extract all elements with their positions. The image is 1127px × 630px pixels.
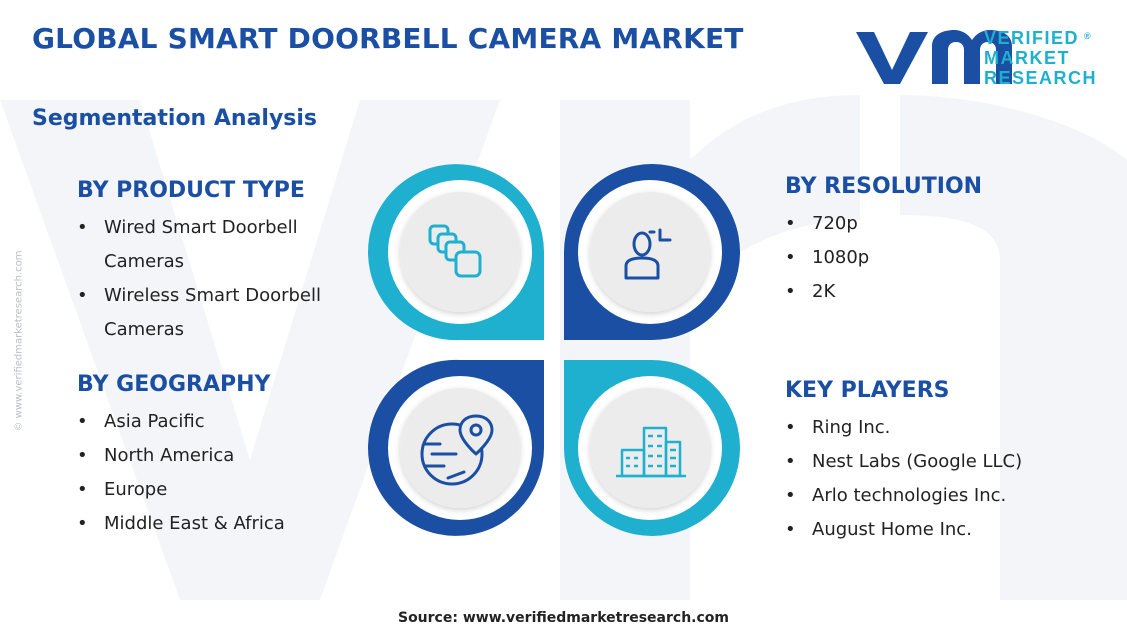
- segment-key-players: KEY PLAYERS Ring Inc. Nest Labs (Google …: [785, 378, 1105, 547]
- quadrant-top-right: [564, 164, 740, 341]
- segment-heading: BY RESOLUTION: [785, 174, 983, 199]
- segment-heading: BY PRODUCT TYPE: [77, 178, 305, 203]
- quadrant-bottom-left: [368, 359, 544, 536]
- page-title: GLOBAL SMART DOORBELL CAMERA MARKET: [32, 22, 744, 55]
- logo-line-1: VERIFIED: [984, 28, 1080, 48]
- person-focus-icon: [624, 228, 672, 280]
- logo-text: VERIFIED MARKET RESEARCH ®: [984, 28, 1097, 88]
- quadrant-top-left: [368, 164, 544, 341]
- logo-mark: [856, 30, 1012, 84]
- segment-geography: BY GEOGRAPHY Asia Pacific North America …: [77, 372, 367, 541]
- city-buildings-icon: [616, 426, 686, 478]
- page-subtitle: Segmentation Analysis: [32, 106, 318, 131]
- list-item: Asia Pacific: [77, 405, 367, 439]
- quadrant-bottom-right: [564, 359, 740, 536]
- list-item: North America: [77, 439, 367, 473]
- segment-heading: KEY PLAYERS: [785, 378, 950, 403]
- list-item: 2K: [785, 275, 1075, 309]
- segment-heading: BY GEOGRAPHY: [77, 372, 271, 397]
- list-item: Wireless Smart Doorbell Cameras: [77, 279, 367, 347]
- logo-line-2: MARKET: [984, 48, 1070, 68]
- stacked-cards-icon: [428, 224, 482, 278]
- list-item: 1080p: [785, 241, 1075, 275]
- list-item: Europe: [77, 473, 367, 507]
- list-item: Arlo technologies Inc.: [785, 479, 1105, 513]
- list-item: Ring Inc.: [785, 411, 1105, 445]
- list-item: Middle East & Africa: [77, 507, 367, 541]
- vertical-watermark-text: © www.verifiedmarketresearch.com: [13, 250, 25, 432]
- list-item: Nest Labs (Google LLC): [785, 445, 1105, 479]
- list-item: Wired Smart Doorbell Cameras: [77, 211, 367, 279]
- globe-location-icon: [420, 414, 494, 486]
- source-caption: Source: www.verifiedmarketresearch.com: [397, 610, 729, 626]
- registered-mark: ®: [1084, 31, 1091, 41]
- segmentation-quadrant-graphic: [368, 164, 740, 536]
- list-item: 720p: [785, 207, 1075, 241]
- segment-product-type: BY PRODUCT TYPE Wired Smart Doorbell Cam…: [77, 178, 367, 347]
- segment-resolution: BY RESOLUTION 720p 1080p 2K: [785, 174, 1075, 309]
- list-item: August Home Inc.: [785, 513, 1105, 547]
- logo-line-3: RESEARCH: [984, 68, 1098, 88]
